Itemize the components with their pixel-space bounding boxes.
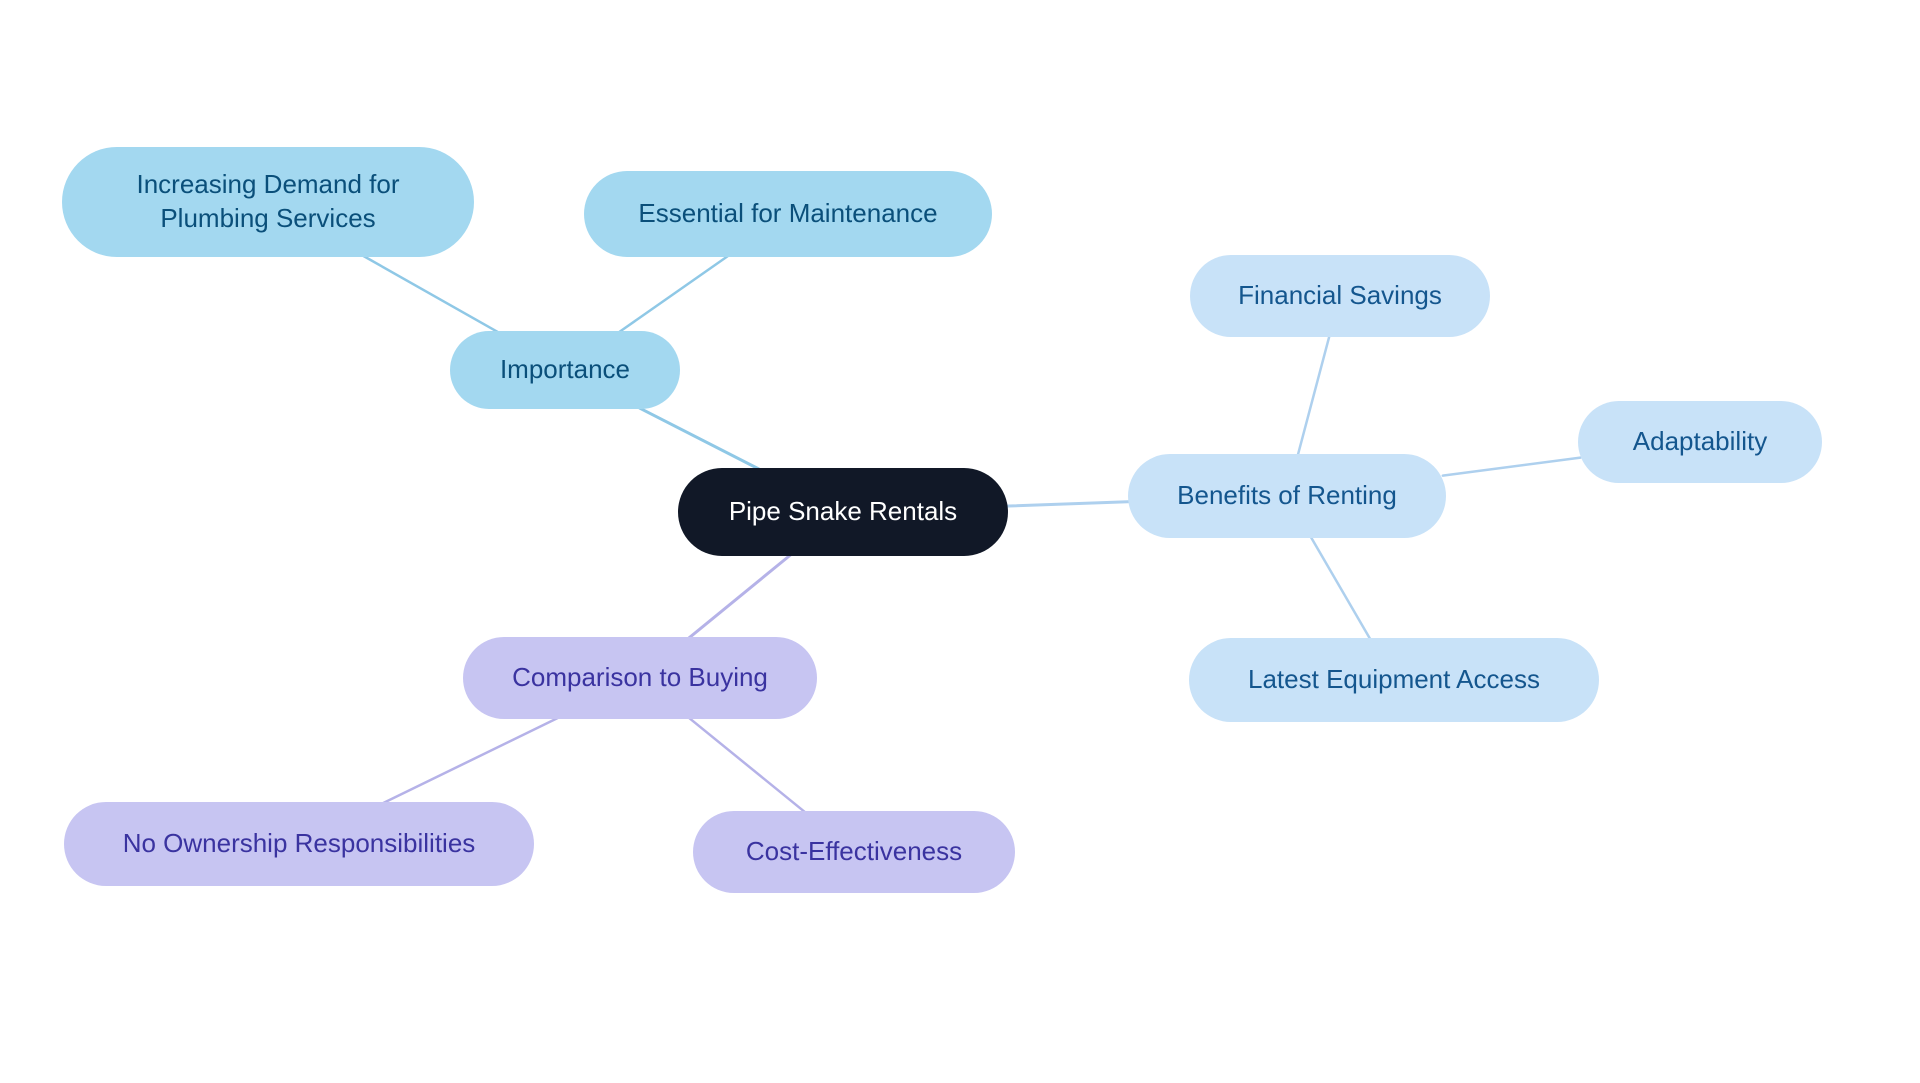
edge-benefits-adaptability: [1443, 458, 1581, 476]
node-label: Essential for Maintenance: [638, 197, 937, 231]
edge-root-comparison: [689, 555, 790, 638]
edge-importance-demand: [363, 256, 497, 332]
node-latest: Latest Equipment Access: [1189, 638, 1599, 722]
node-label: Benefits of Renting: [1177, 479, 1397, 513]
node-benefits: Benefits of Renting: [1128, 454, 1446, 538]
node-label: Adaptability: [1633, 425, 1767, 459]
node-label: Latest Equipment Access: [1248, 663, 1540, 697]
node-ownership: No Ownership Responsibilities: [64, 802, 534, 886]
edge-comparison-ownership: [384, 718, 558, 803]
edge-benefits-latest: [1311, 537, 1370, 639]
node-savings: Financial Savings: [1190, 255, 1490, 337]
node-importance: Importance: [450, 331, 680, 409]
node-cost: Cost-Effectiveness: [693, 811, 1015, 893]
node-adaptability: Adaptability: [1578, 401, 1822, 483]
node-label: Financial Savings: [1238, 279, 1442, 313]
node-root: Pipe Snake Rentals: [678, 468, 1008, 556]
node-label: Increasing Demand for Plumbing Services: [136, 168, 399, 236]
edge-root-importance: [640, 408, 759, 469]
node-essential: Essential for Maintenance: [584, 171, 992, 257]
node-label: Importance: [500, 353, 630, 387]
node-label: Cost-Effectiveness: [746, 835, 962, 869]
edge-root-benefits: [1005, 502, 1131, 507]
mindmap-canvas: Pipe Snake Rentals Importance Increasing D…: [0, 0, 1920, 1083]
edge-comparison-cost: [689, 718, 804, 812]
node-demand: Increasing Demand for Plumbing Services: [62, 147, 474, 257]
node-label: Comparison to Buying: [512, 661, 768, 695]
node-label: No Ownership Responsibilities: [123, 827, 476, 861]
edge-benefits-savings: [1298, 336, 1329, 455]
node-label: Pipe Snake Rentals: [729, 495, 957, 529]
edge-importance-essential: [620, 256, 728, 332]
node-comparison: Comparison to Buying: [463, 637, 817, 719]
